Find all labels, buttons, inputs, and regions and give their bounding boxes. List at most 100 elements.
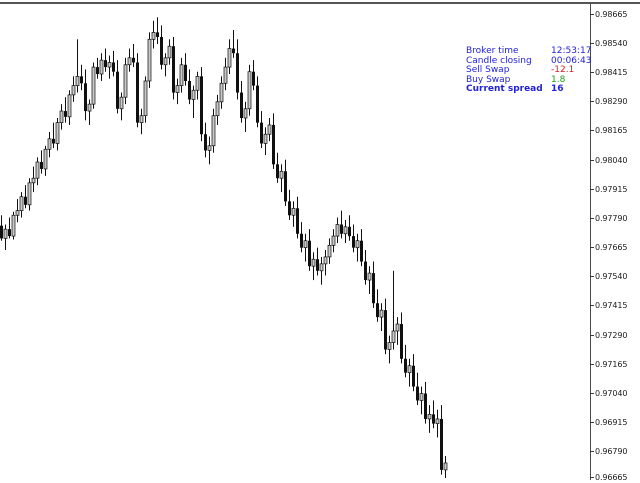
candle-body-bearish <box>0 225 3 239</box>
candle-body-bullish <box>267 124 272 135</box>
candle-wick <box>53 122 54 149</box>
candle <box>243 101 248 132</box>
candle-body-bullish <box>291 207 296 216</box>
candle <box>136 53 139 128</box>
candle-body-bearish <box>96 67 99 75</box>
tick-mark <box>590 218 594 219</box>
candle-body-bearish <box>384 310 387 350</box>
price-axis-tick-label: 0.97665 <box>595 243 628 252</box>
price-axis-tick-label: 0.97540 <box>595 272 628 281</box>
candle-body-bullish <box>175 85 180 93</box>
candle <box>200 67 203 142</box>
candle <box>352 224 355 253</box>
candle-body-bearish <box>412 365 415 387</box>
candle-body-bearish <box>352 236 355 248</box>
candle-body-bearish <box>232 48 235 54</box>
candle <box>387 335 392 364</box>
candle-body-bullish <box>303 240 308 249</box>
candle-body-bearish <box>200 76 203 135</box>
candle <box>412 354 415 392</box>
price-axis-tick-label: 0.97790 <box>595 214 628 223</box>
candle <box>104 48 107 72</box>
price-axis-tick-label: 0.97290 <box>595 331 628 340</box>
candle-body-bullish <box>67 94 72 118</box>
candle-body-bullish <box>71 85 76 96</box>
candle-body-bullish <box>419 393 424 401</box>
candle <box>64 97 67 123</box>
candle <box>43 145 48 176</box>
candle-body-bearish <box>296 208 299 234</box>
candle <box>35 157 40 186</box>
candle <box>376 289 379 322</box>
candle-body-bullish <box>263 133 268 144</box>
candle <box>19 192 24 218</box>
candle <box>147 32 152 88</box>
candle-body-bearish <box>188 80 191 100</box>
candle <box>400 312 403 364</box>
candle-body-bearish <box>372 273 375 304</box>
candle-body-bearish <box>260 122 263 144</box>
candle <box>8 217 11 239</box>
candle-body-bullish <box>407 365 412 374</box>
candle <box>443 456 448 478</box>
price-axis-tick-label: 0.97165 <box>595 360 628 369</box>
candle-body-bearish <box>156 32 159 37</box>
candle <box>232 30 235 58</box>
info-row-value: 00:06:43 <box>551 55 592 66</box>
candle-body-bearish <box>8 229 11 237</box>
candle <box>308 229 311 271</box>
candle <box>163 53 168 77</box>
tick-mark <box>590 247 594 248</box>
candle <box>107 55 112 79</box>
candle-body-bearish <box>404 358 407 373</box>
candle <box>395 317 400 345</box>
candle <box>219 76 224 109</box>
price-axis-tick-label: 0.98040 <box>595 156 628 165</box>
candle <box>24 185 27 209</box>
candle <box>440 405 443 475</box>
candle-body-bearish <box>64 111 67 117</box>
price-axis-tick-label: 0.98415 <box>595 68 628 77</box>
candle-wick <box>341 210 342 239</box>
candle <box>263 127 268 156</box>
tick-mark <box>590 276 594 277</box>
candle-body-bullish <box>279 170 284 179</box>
info-row-value: 16 <box>551 84 564 95</box>
candle-body-bearish <box>300 233 303 248</box>
candle-body-bullish <box>75 75 80 86</box>
candle-body-bullish <box>355 240 360 249</box>
tick-mark <box>590 189 594 190</box>
candle-wick <box>157 17 158 44</box>
candle <box>156 17 159 44</box>
candle-body-bearish <box>104 60 107 68</box>
tick-mark <box>590 364 594 365</box>
candlestick-plot-area[interactable] <box>0 0 590 480</box>
candle-body-bullish <box>31 177 36 184</box>
candle <box>167 39 172 65</box>
candle <box>15 199 20 223</box>
candle-body-bullish <box>427 413 432 420</box>
candle <box>207 136 212 165</box>
tick-mark <box>590 130 594 131</box>
candle <box>27 178 32 211</box>
candle-body-bullish <box>247 71 252 110</box>
price-axis-tick-label: 0.98540 <box>595 39 628 48</box>
candle-wick <box>9 217 10 239</box>
price-axis[interactable]: 0.98665 0.98540 0.98415 0.98290 0.98165 0.980… <box>590 0 640 482</box>
candle <box>184 53 187 86</box>
tick-mark <box>590 393 594 394</box>
candle-body-bullish <box>99 59 104 75</box>
candle <box>247 64 252 116</box>
candle-body-bearish <box>172 46 175 93</box>
tick-mark <box>590 101 594 102</box>
candle-body-bearish <box>376 303 379 318</box>
candle <box>223 57 228 91</box>
candle-body-bullish <box>387 342 392 350</box>
candle-body-bearish <box>288 201 291 216</box>
price-axis-tick-label: 0.97415 <box>595 301 628 310</box>
candle-body-bullish <box>343 226 348 235</box>
candle-body-bullish <box>15 210 20 216</box>
candle-body-bullish <box>19 196 24 211</box>
candle <box>204 122 207 158</box>
candle <box>311 252 316 281</box>
